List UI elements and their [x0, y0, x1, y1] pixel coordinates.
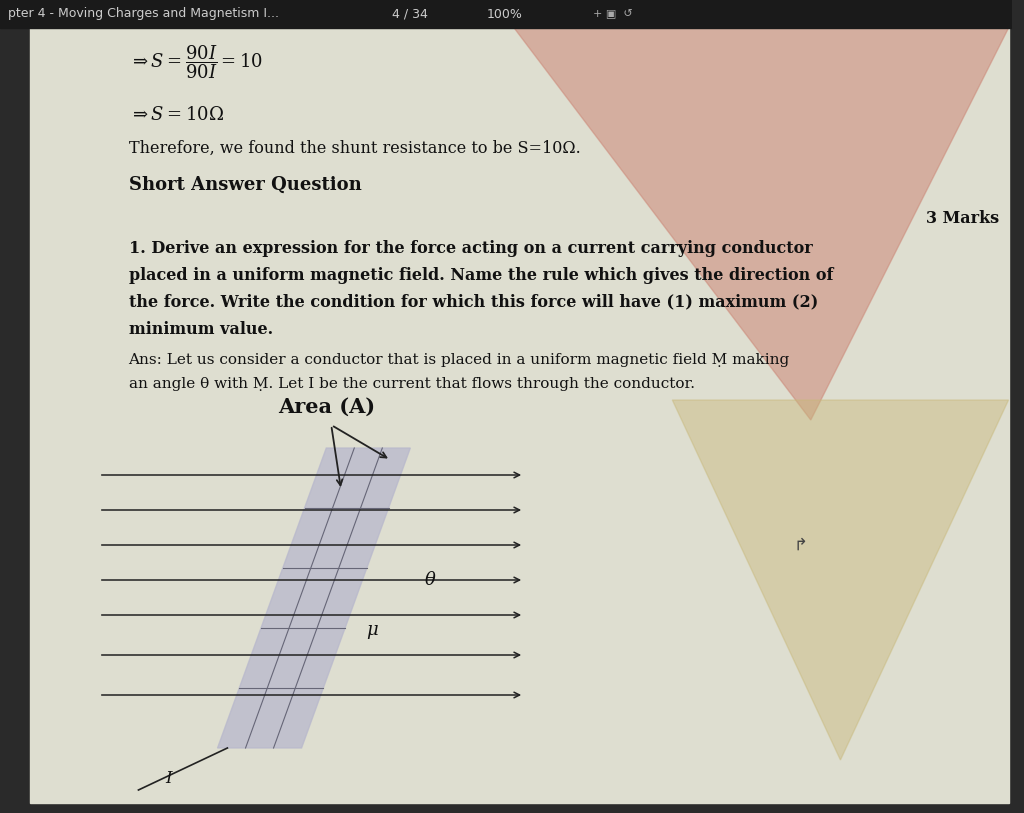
Text: Area (A): Area (A) — [278, 397, 375, 417]
Text: θ: θ — [425, 571, 436, 589]
Text: pter 4 - Moving Charges and Magnetism I...: pter 4 - Moving Charges and Magnetism I.… — [8, 7, 279, 20]
Bar — [0, 0, 1013, 28]
Polygon shape — [217, 448, 411, 748]
Text: 1. Derive an expression for the force acting on a current carrying conductor: 1. Derive an expression for the force ac… — [129, 240, 812, 256]
Text: 100%: 100% — [486, 7, 522, 20]
Text: an angle θ with Ṃ. Let I be the current that flows through the conductor.: an angle θ with Ṃ. Let I be the current … — [129, 377, 694, 391]
Polygon shape — [673, 400, 1009, 760]
Text: ↱: ↱ — [794, 536, 808, 554]
Text: + ▣  ↺: + ▣ ↺ — [593, 9, 633, 19]
Text: $\Rightarrow S=10\Omega$: $\Rightarrow S=10\Omega$ — [129, 106, 223, 124]
Text: Short Answer Question: Short Answer Question — [129, 176, 361, 194]
Text: minimum value.: minimum value. — [129, 320, 272, 337]
Text: I: I — [165, 769, 171, 786]
Text: 4 / 34: 4 / 34 — [392, 7, 428, 20]
Text: Therefore, we found the shunt resistance to be S=10Ω.: Therefore, we found the shunt resistance… — [129, 140, 581, 156]
Text: 3 Marks: 3 Marks — [926, 210, 998, 227]
Text: $\Rightarrow S=\dfrac{90I}{90I}=10$: $\Rightarrow S=\dfrac{90I}{90I}=10$ — [129, 43, 262, 80]
Text: the force. Write the condition for which this force will have (1) maximum (2): the force. Write the condition for which… — [129, 293, 818, 311]
Polygon shape — [514, 28, 1009, 420]
Text: placed in a uniform magnetic field. Name the rule which gives the direction of: placed in a uniform magnetic field. Name… — [129, 267, 833, 284]
Text: Ans: Let us consider a conductor that is placed in a uniform magnetic field Ṃ ma: Ans: Let us consider a conductor that is… — [129, 353, 790, 367]
Text: μ: μ — [366, 621, 378, 639]
